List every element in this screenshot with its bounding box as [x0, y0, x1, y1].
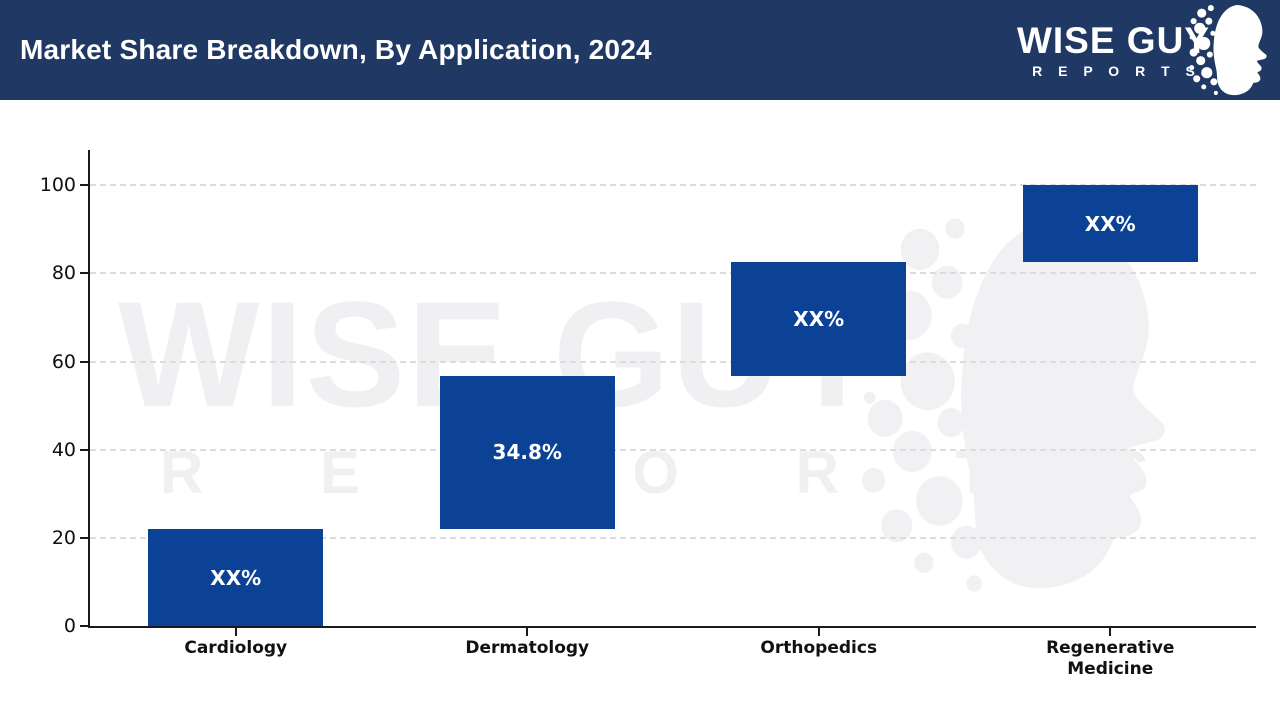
- x-category-label: Cardiology: [90, 638, 382, 659]
- x-tick-3: [1109, 628, 1112, 636]
- x-category-text: Cardiology: [184, 638, 288, 658]
- y-tick-20: [80, 536, 88, 539]
- brand-head-icon: [1189, 5, 1267, 96]
- x-category-label: Dermatology: [382, 638, 674, 659]
- y-tick-60: [80, 360, 88, 363]
- y-tick-label-0: 0: [63, 615, 76, 637]
- gridline-80: [90, 272, 1256, 275]
- y-tick-label-40: 40: [51, 438, 76, 461]
- y-tick-0: [80, 625, 88, 627]
- bar-value-label: XX%: [210, 565, 262, 590]
- gridline-100: [90, 184, 1256, 187]
- plot-area: 0 20 40 60 80 100 XX% Cardiology 34.8% Dermatolog…: [40, 150, 1256, 679]
- y-tick-80: [80, 272, 88, 275]
- bar-value-label: XX%: [1084, 211, 1136, 236]
- x-tick-2: [817, 628, 820, 636]
- y-tick-label-20: 20: [51, 526, 76, 549]
- y-tick-label-60: 60: [51, 350, 76, 373]
- page-title: Market Share Breakdown, By Application, …: [20, 34, 652, 65]
- brand-name: WISE GUY: [1016, 19, 1210, 61]
- y-tick-40: [80, 448, 88, 451]
- x-category-label: Regenerative Medicine: [965, 638, 1257, 681]
- chart-canvas: WISE GUY R E P O R T S 0 20 40 60 80 100 XX% Ca…: [0, 100, 1280, 720]
- bar-value-label: 34.8%: [492, 440, 562, 465]
- gridline-20: [90, 536, 1256, 539]
- bar-cardiology: XX%: [148, 529, 324, 626]
- x-category-text: Dermatology: [465, 638, 590, 658]
- y-tick-label-100: 100: [39, 174, 76, 197]
- x-category-label: Orthopedics: [673, 638, 965, 659]
- y-tick-label-80: 80: [51, 262, 76, 285]
- brand-subname: R E P O R T S: [1032, 62, 1201, 79]
- header-bar: Market Share Breakdown, By Application, …: [0, 0, 1280, 100]
- bar-dermatology: 34.8%: [439, 375, 615, 530]
- bar-regenerative-medicine: XX%: [1022, 185, 1198, 262]
- x-category-text: Orthopedics: [760, 638, 878, 658]
- bar-value-label: XX%: [793, 306, 845, 331]
- brand-logo: WISE GUY R E P O R T S: [1017, 2, 1270, 98]
- brand-logo-text: WISE GUY R E P O R T S: [1017, 22, 1210, 79]
- gridline-40: [90, 448, 1256, 451]
- bar-orthopedics: XX%: [731, 261, 907, 376]
- x-tick-1: [526, 628, 529, 636]
- y-tick-100: [80, 184, 88, 187]
- x-tick-0: [234, 628, 237, 636]
- gridline-60: [90, 360, 1256, 363]
- x-category-text: Regenerative Medicine: [1046, 638, 1175, 680]
